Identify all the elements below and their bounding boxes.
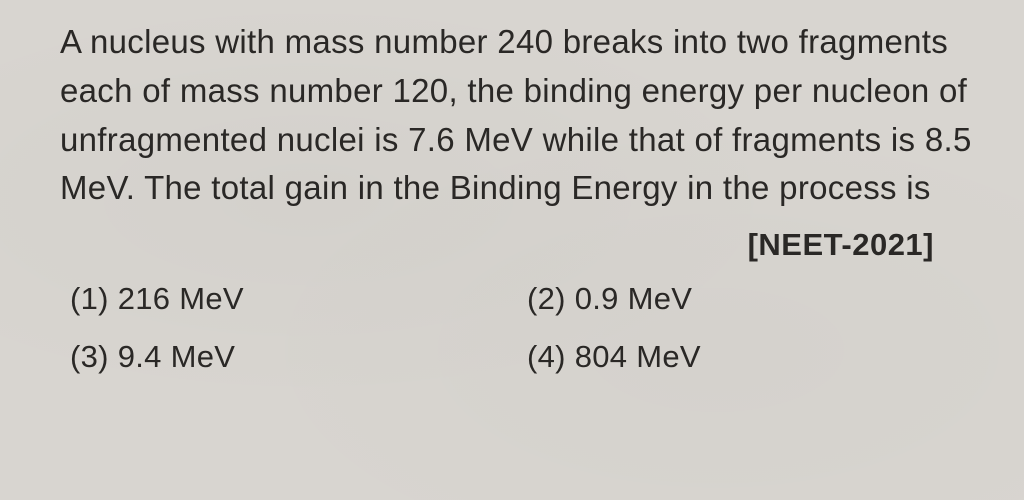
- option-2-label: (2): [527, 281, 566, 316]
- exam-tag: [NEET-2021]: [60, 227, 984, 263]
- option-4: (4) 804 MeV: [527, 339, 984, 375]
- option-2: (2) 0.9 MeV: [527, 281, 984, 317]
- option-1: (1) 216 MeV: [70, 281, 527, 317]
- option-1-label: (1): [70, 281, 109, 316]
- option-3-label: (3): [70, 339, 109, 374]
- option-3: (3) 9.4 MeV: [70, 339, 527, 375]
- option-3-value: 9.4 MeV: [118, 339, 236, 374]
- option-2-value: 0.9 MeV: [575, 281, 693, 316]
- option-4-value: 804 MeV: [575, 339, 701, 374]
- question-text: A nucleus with mass number 240 breaks in…: [60, 18, 984, 213]
- options-grid: (1) 216 MeV (2) 0.9 MeV (3) 9.4 MeV (4) …: [60, 281, 984, 375]
- option-4-label: (4): [527, 339, 566, 374]
- option-1-value: 216 MeV: [118, 281, 244, 316]
